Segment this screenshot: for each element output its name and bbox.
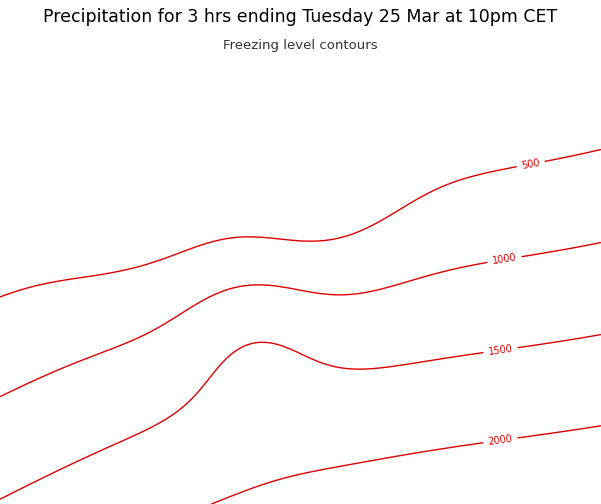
Text: 2000: 2000	[487, 433, 513, 447]
Text: Precipitation for 3 hrs ending Tuesday 25 Mar at 10pm CET: Precipitation for 3 hrs ending Tuesday 2…	[43, 9, 558, 26]
Text: 1000: 1000	[492, 253, 517, 267]
Text: 1500: 1500	[487, 343, 513, 357]
Text: 500: 500	[520, 157, 541, 171]
Text: Freezing level contours: Freezing level contours	[223, 39, 378, 52]
